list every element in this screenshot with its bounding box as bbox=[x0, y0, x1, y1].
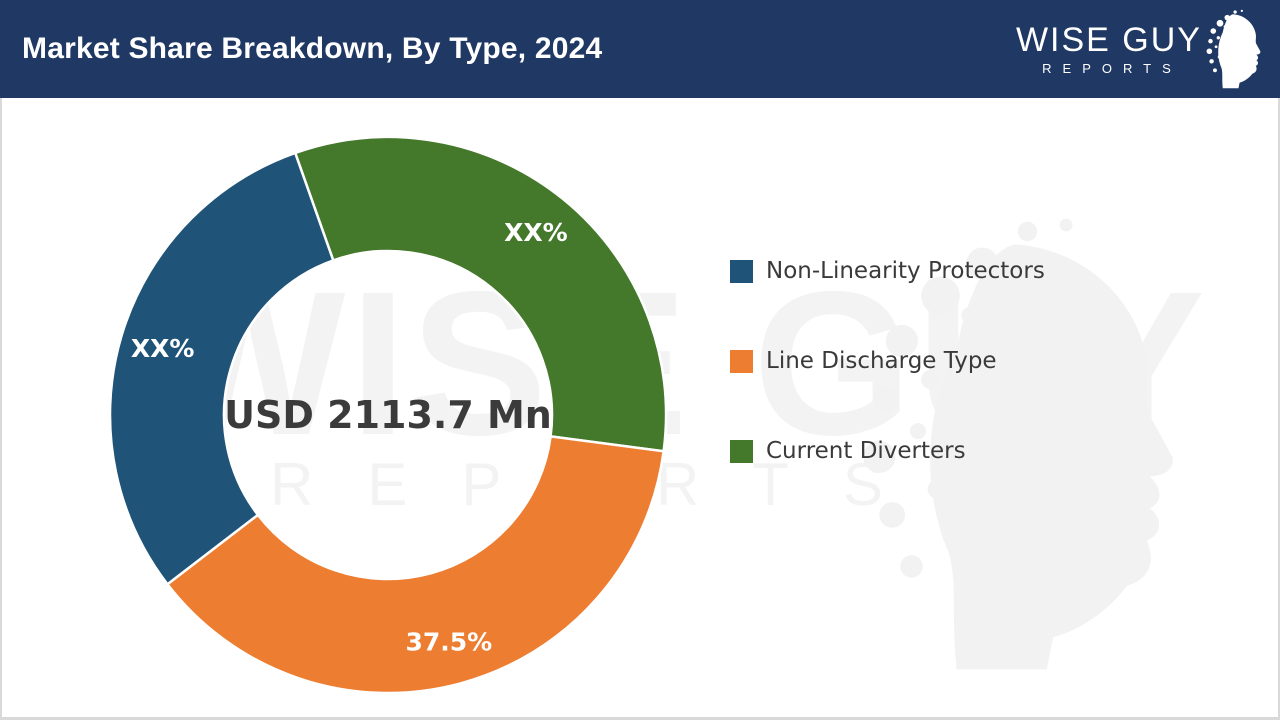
segment-value-label: 37.5% bbox=[405, 627, 492, 656]
donut-segment-current-diverters bbox=[293, 135, 668, 453]
segment-value-label: XX% bbox=[131, 334, 195, 363]
logo-head-icon bbox=[1206, 9, 1261, 89]
chart-area: WISE GUY REPORTS XX%37.5%XX%USD 2113.7 M… bbox=[0, 98, 1280, 720]
donut-segment-line-discharge-type bbox=[166, 435, 665, 695]
donut-chart: XX% 37.5% XX% USD 2113.7 Mn bbox=[108, 135, 668, 695]
donut-center-value: USD 2113.7 Mn bbox=[224, 393, 552, 437]
legend-swatch bbox=[730, 259, 753, 283]
chart-legend: Non-Linearity Protectors Line Discharge T… bbox=[730, 258, 1045, 464]
legend-swatch bbox=[730, 349, 753, 373]
segment-value-label: XX% bbox=[504, 218, 568, 247]
logo-text: WISE GUY REPORTS bbox=[1016, 23, 1202, 75]
legend-swatch bbox=[730, 439, 753, 463]
legend-item-line-discharge-type: Line Discharge Type bbox=[730, 348, 1045, 374]
legend-item-current-diverters: Current Diverters bbox=[730, 438, 1045, 464]
legend-label: Non-Linearity Protectors bbox=[766, 258, 1045, 284]
logo-subtext: REPORTS bbox=[1042, 61, 1182, 76]
legend-label: Current Diverters bbox=[766, 438, 966, 464]
header: Market Share Breakdown, By Type, 2024 WI… bbox=[0, 0, 1280, 98]
page-title: Market Share Breakdown, By Type, 2024 bbox=[22, 32, 603, 65]
legend-label: Line Discharge Type bbox=[766, 348, 997, 374]
legend-item-non-linearity-protectors: Non-Linearity Protectors bbox=[730, 258, 1045, 284]
logo-wordmark: WISE GUY bbox=[1015, 21, 1202, 59]
wise-guy-logo: WISE GUY REPORTS bbox=[1016, 8, 1262, 90]
donut-segment-non-linearity-protectors bbox=[108, 151, 335, 586]
